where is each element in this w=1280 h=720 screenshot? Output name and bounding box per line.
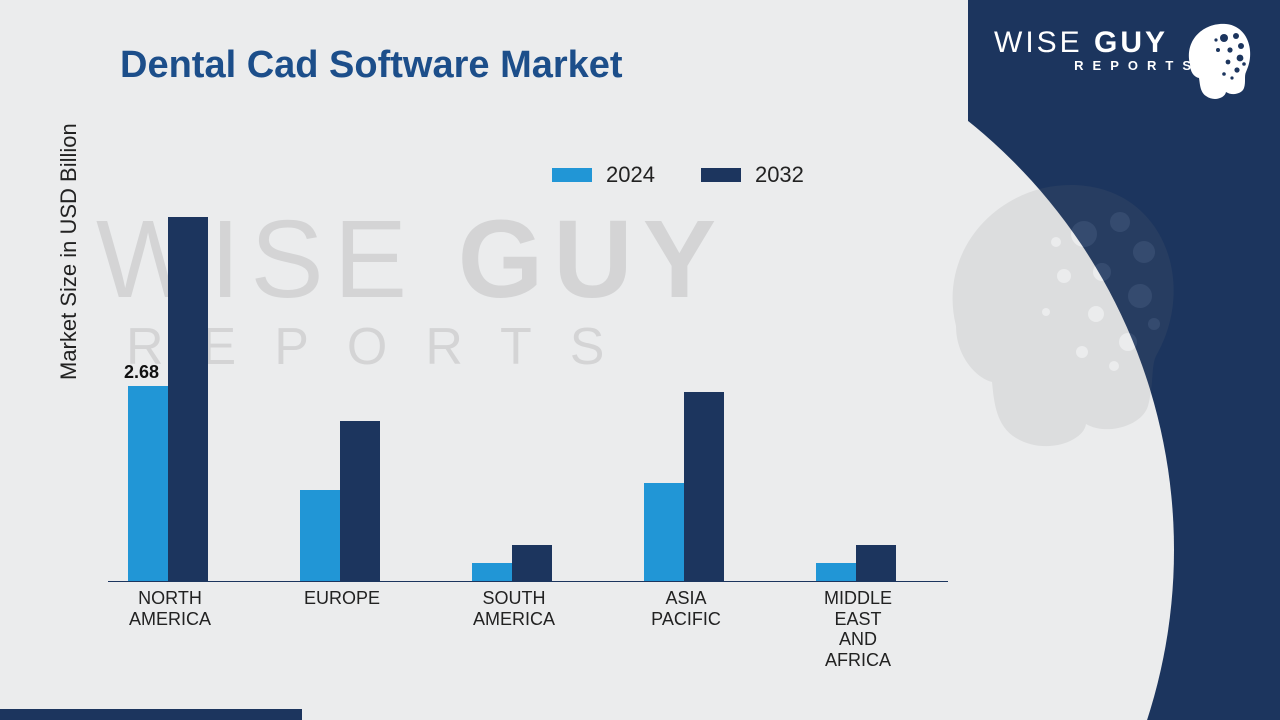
x-axis-baseline (108, 581, 948, 582)
legend: 2024 2032 (552, 162, 804, 188)
category-label: SOUTHAMERICA (444, 588, 584, 629)
bar-2024 (644, 483, 684, 581)
bar-2024 (472, 563, 512, 581)
chart-title: Dental Cad Software Market (120, 44, 623, 87)
data-label: 2.68 (124, 362, 159, 383)
bar-2032 (684, 392, 724, 581)
category-label: NORTHAMERICA (100, 588, 240, 629)
legend-swatch-2024 (552, 168, 592, 182)
brand-head-icon (1174, 18, 1260, 102)
plot-area: 2.68 (108, 196, 948, 582)
bar-2024 (816, 563, 856, 581)
bar-2032 (512, 545, 552, 581)
bar-2032 (340, 421, 380, 581)
legend-label: 2032 (755, 162, 804, 188)
category-label: ASIAPACIFIC (616, 588, 756, 629)
brand-word-wise: WISE (994, 26, 1083, 59)
category-label: MIDDLEEASTANDAFRICA (788, 588, 928, 671)
bottom-accent-bar (0, 709, 302, 720)
category-label: EUROPE (272, 588, 412, 609)
bar-2024 (128, 386, 168, 581)
legend-swatch-2032 (701, 168, 741, 182)
legend-item-2024: 2024 (552, 162, 655, 188)
legend-label: 2024 (606, 162, 655, 188)
legend-item-2032: 2032 (701, 162, 804, 188)
brand-logo: WISE GUY REPORTS (994, 26, 1254, 94)
y-axis-label: Market Size in USD Billion (56, 123, 82, 380)
bar-2032 (856, 545, 896, 581)
brand-word-guy: GUY (1094, 26, 1168, 59)
bar-2024 (300, 490, 340, 581)
bar-2032 (168, 217, 208, 581)
chart-slide: WISE GUY REPORTS Dental Cad Software Mar… (0, 0, 1280, 720)
